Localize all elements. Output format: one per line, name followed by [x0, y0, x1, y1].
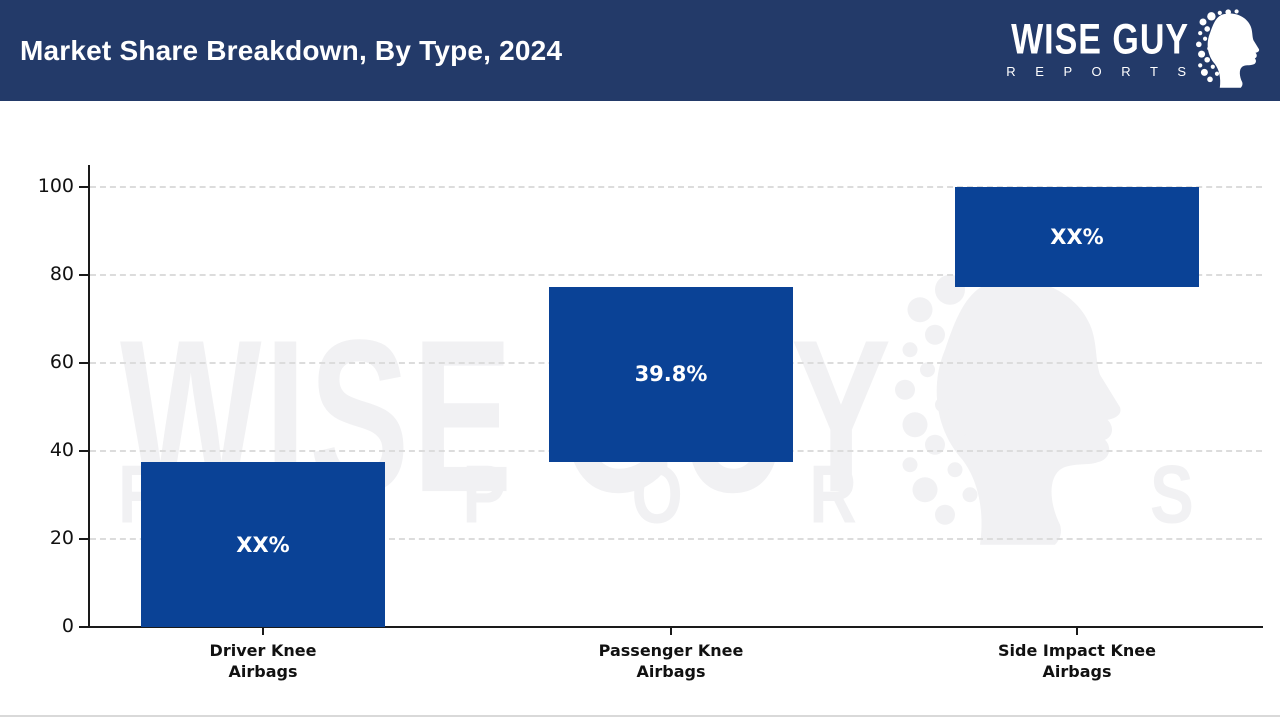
y-axis-tick [79, 538, 88, 540]
bar-value-label: 39.8% [634, 362, 708, 387]
wiseguy-face-icon [1196, 9, 1260, 88]
y-axis-tick [79, 186, 88, 188]
x-axis-category-label: Side Impact Knee Airbags [998, 641, 1156, 682]
y-axis-tick [79, 274, 88, 276]
y-axis-tick [79, 626, 88, 628]
x-axis-category-label: Driver Knee Airbags [209, 641, 317, 682]
x-axis-tick [262, 628, 264, 635]
bar: XX% [955, 187, 1199, 287]
gridline [90, 538, 1262, 540]
y-axis-tick-label: 40 [49, 439, 74, 461]
bar-value-label: XX% [1050, 224, 1104, 249]
y-axis-tick-label: 0 [61, 615, 74, 637]
wiseguy-logo-text: WISE GUY R E P O R T S [1006, 16, 1194, 79]
y-axis-tick-label: 20 [49, 527, 74, 549]
y-axis-tick-label: 60 [49, 351, 74, 373]
x-axis-tick [1076, 628, 1078, 635]
bar: 39.8% [549, 286, 793, 462]
y-axis-tick-label: 100 [37, 175, 74, 197]
page-title: Market Share Breakdown, By Type, 2024 [20, 34, 563, 66]
gridline [90, 186, 1262, 188]
wiseguy-wordmark: WISE GUY [1011, 16, 1190, 64]
footer-divider [0, 715, 1280, 717]
wiseguy-logo: WISE GUY R E P O R T S [1006, 6, 1266, 96]
bar: XX% [141, 462, 385, 627]
wiseguy-reports-text: R E P O R T S [1006, 64, 1194, 79]
y-axis-tick [79, 450, 88, 452]
bar-value-label: XX% [236, 532, 290, 557]
y-axis-tick-label: 80 [49, 263, 74, 285]
header-bar: Market Share Breakdown, By Type, 2024 WI… [0, 0, 1280, 101]
gridline [90, 274, 1262, 276]
y-axis-spine [88, 165, 90, 628]
x-axis-spine [88, 626, 1263, 628]
y-axis-tick [79, 362, 88, 364]
x-axis-tick [670, 628, 672, 635]
x-axis-category-label: Passenger Knee Airbags [598, 641, 744, 682]
